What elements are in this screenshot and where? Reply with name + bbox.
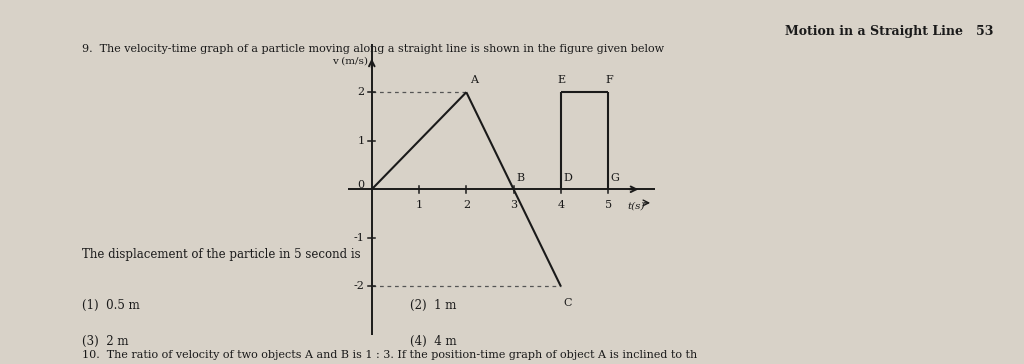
Text: Motion in a Straight Line   53: Motion in a Straight Line 53 — [785, 25, 993, 39]
Text: 1: 1 — [357, 136, 365, 146]
Text: (3)  2 m: (3) 2 m — [82, 335, 128, 348]
Text: E: E — [557, 75, 565, 85]
Text: (2)  1 m: (2) 1 m — [410, 298, 456, 312]
Text: v (m/s): v (m/s) — [333, 56, 369, 65]
Text: 0: 0 — [357, 181, 365, 190]
Text: The displacement of the particle in 5 second is: The displacement of the particle in 5 se… — [82, 248, 360, 261]
Text: t(s): t(s) — [628, 202, 645, 211]
Text: 2: 2 — [463, 200, 470, 210]
Text: F: F — [606, 75, 613, 85]
Text: (1)  0.5 m: (1) 0.5 m — [82, 298, 139, 312]
Text: 9.  The velocity-time graph of a particle moving along a straight line is shown : 9. The velocity-time graph of a particle… — [82, 44, 664, 54]
Text: C: C — [563, 298, 571, 308]
Text: 2: 2 — [357, 87, 365, 97]
Text: 4: 4 — [557, 200, 564, 210]
Text: B: B — [516, 174, 524, 183]
Text: 5: 5 — [604, 200, 611, 210]
Text: (4)  4 m: (4) 4 m — [410, 335, 457, 348]
Text: -2: -2 — [354, 281, 365, 291]
Text: 10.  The ratio of velocity of two objects A and B is 1 : 3. If the position-time: 10. The ratio of velocity of two objects… — [82, 351, 697, 360]
Text: G: G — [610, 174, 620, 183]
Text: 1: 1 — [416, 200, 423, 210]
Text: -1: -1 — [354, 233, 365, 243]
Text: D: D — [563, 174, 572, 183]
Text: A: A — [470, 75, 478, 85]
Text: 3: 3 — [510, 200, 517, 210]
